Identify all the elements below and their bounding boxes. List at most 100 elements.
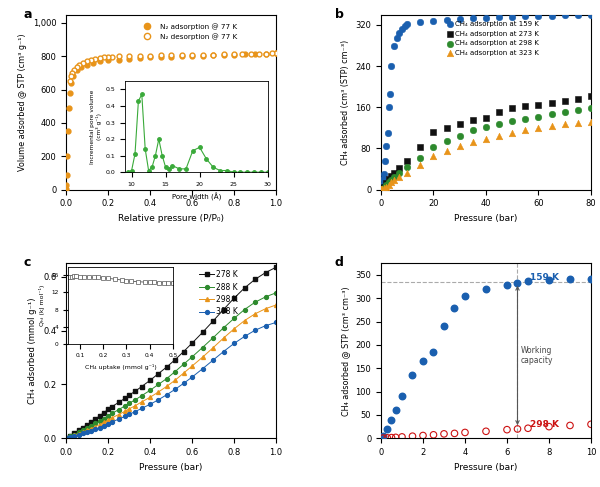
298 K bbox=[75, 431, 82, 437]
298 K bbox=[96, 422, 103, 428]
Point bbox=[450, 430, 460, 437]
Point bbox=[512, 280, 522, 287]
CH₄ adsorption at 159 K bbox=[382, 142, 391, 150]
CH₄ adsorption at 298 K bbox=[442, 137, 451, 145]
CH₄ adsorption at 273 K bbox=[379, 183, 388, 190]
308 K bbox=[96, 425, 103, 431]
308 K bbox=[92, 426, 99, 432]
288 K bbox=[155, 381, 162, 387]
288 K bbox=[262, 294, 269, 300]
CH₄ adsorption at 323 K bbox=[533, 124, 543, 132]
298 K bbox=[251, 311, 259, 317]
CH₄ adsorption at 273 K bbox=[455, 120, 464, 128]
298 K bbox=[180, 370, 187, 376]
Y-axis label: CH₄ adsorbed (mmol g⁻¹): CH₄ adsorbed (mmol g⁻¹) bbox=[28, 298, 37, 404]
308 K bbox=[104, 421, 112, 427]
Point bbox=[523, 277, 533, 285]
CH₄ adsorption at 298 K bbox=[586, 104, 596, 112]
CH₄ adsorption at 159 K bbox=[392, 34, 401, 42]
CH₄ adsorption at 323 K bbox=[508, 129, 517, 136]
Point bbox=[439, 322, 449, 330]
288 K bbox=[109, 411, 116, 416]
Point bbox=[523, 424, 533, 432]
298 K bbox=[71, 432, 78, 438]
Point bbox=[383, 434, 392, 442]
278 K bbox=[241, 285, 248, 291]
298 K bbox=[220, 335, 227, 341]
298 K bbox=[199, 355, 206, 360]
Point bbox=[460, 292, 470, 300]
308 K bbox=[262, 323, 269, 329]
CH₄ adsorption at 159 K bbox=[378, 175, 388, 183]
Y-axis label: Volume adsorbed @ STP (cm³ g⁻¹): Volume adsorbed @ STP (cm³ g⁻¹) bbox=[18, 33, 27, 171]
Line: 298 K: 298 K bbox=[64, 303, 278, 440]
Point bbox=[428, 431, 438, 439]
288 K bbox=[251, 300, 259, 305]
Text: Working
capacity: Working capacity bbox=[521, 346, 553, 365]
CH₄ adsorption at 323 K bbox=[586, 118, 596, 126]
Line: 288 K: 288 K bbox=[64, 291, 278, 440]
308 K bbox=[109, 419, 116, 425]
CH₄ adsorption at 273 K bbox=[377, 184, 387, 192]
Text: d: d bbox=[335, 256, 344, 269]
CH₄ adsorption at 323 K bbox=[395, 173, 404, 181]
308 K bbox=[67, 434, 74, 440]
288 K bbox=[146, 388, 154, 393]
298 K bbox=[209, 345, 217, 351]
278 K bbox=[79, 425, 86, 431]
CH₄ adsorption at 323 K bbox=[428, 152, 438, 160]
CH₄ adsorption at 159 K bbox=[376, 185, 386, 192]
CH₄ adsorption at 159 K bbox=[508, 13, 517, 20]
CH₄ adsorption at 159 K bbox=[416, 18, 425, 26]
298 K bbox=[188, 363, 196, 369]
298 K bbox=[121, 409, 128, 414]
Text: 298 K: 298 K bbox=[530, 420, 559, 429]
CH₄ adsorption at 298 K bbox=[384, 179, 394, 187]
278 K bbox=[272, 264, 280, 270]
308 K bbox=[62, 435, 70, 441]
298 K bbox=[115, 412, 122, 417]
308 K bbox=[125, 412, 133, 417]
288 K bbox=[92, 421, 99, 427]
298 K bbox=[146, 394, 154, 400]
Point bbox=[481, 428, 491, 435]
278 K bbox=[83, 422, 91, 428]
288 K bbox=[199, 345, 206, 351]
278 K bbox=[132, 388, 139, 394]
288 K bbox=[209, 335, 217, 341]
CH₄ adsorption at 273 K bbox=[395, 164, 404, 172]
278 K bbox=[92, 416, 99, 422]
CH₄ adsorption at 159 K bbox=[560, 11, 569, 19]
308 K bbox=[132, 409, 139, 414]
Point bbox=[565, 422, 575, 430]
CH₄ adsorption at 273 K bbox=[403, 157, 412, 165]
CH₄ adsorption at 159 K bbox=[379, 170, 388, 178]
CH₄ adsorption at 323 K bbox=[382, 183, 391, 190]
278 K bbox=[100, 410, 107, 415]
278 K bbox=[155, 371, 162, 376]
278 K bbox=[104, 407, 112, 412]
CH₄ adsorption at 323 K bbox=[573, 119, 583, 127]
278 K bbox=[75, 427, 82, 433]
Point bbox=[586, 420, 596, 428]
CH₄ adsorption at 273 K bbox=[389, 169, 399, 177]
CH₄ adsorption at 159 K bbox=[385, 91, 395, 98]
308 K bbox=[241, 334, 248, 339]
288 K bbox=[115, 407, 122, 412]
308 K bbox=[115, 416, 122, 422]
278 K bbox=[199, 330, 206, 336]
298 K bbox=[172, 377, 179, 383]
CH₄ adsorption at 273 K bbox=[494, 109, 504, 116]
288 K bbox=[62, 435, 70, 441]
CH₄ adsorption at 298 K bbox=[508, 117, 517, 125]
298 K bbox=[100, 419, 107, 425]
CH₄ adsorption at 273 K bbox=[442, 124, 451, 132]
Text: 159 K: 159 K bbox=[530, 273, 559, 281]
CH₄ adsorption at 323 K bbox=[416, 161, 425, 169]
Legend: N₂ adsorption @ 77 K, N₂ desorption @ 77 K: N₂ adsorption @ 77 K, N₂ desorption @ 77… bbox=[137, 20, 240, 43]
Point bbox=[450, 304, 460, 312]
CH₄ adsorption at 273 K bbox=[376, 185, 386, 193]
288 K bbox=[121, 403, 128, 409]
Line: 308 K: 308 K bbox=[64, 320, 278, 440]
CH₄ adsorption at 159 K bbox=[468, 14, 478, 22]
